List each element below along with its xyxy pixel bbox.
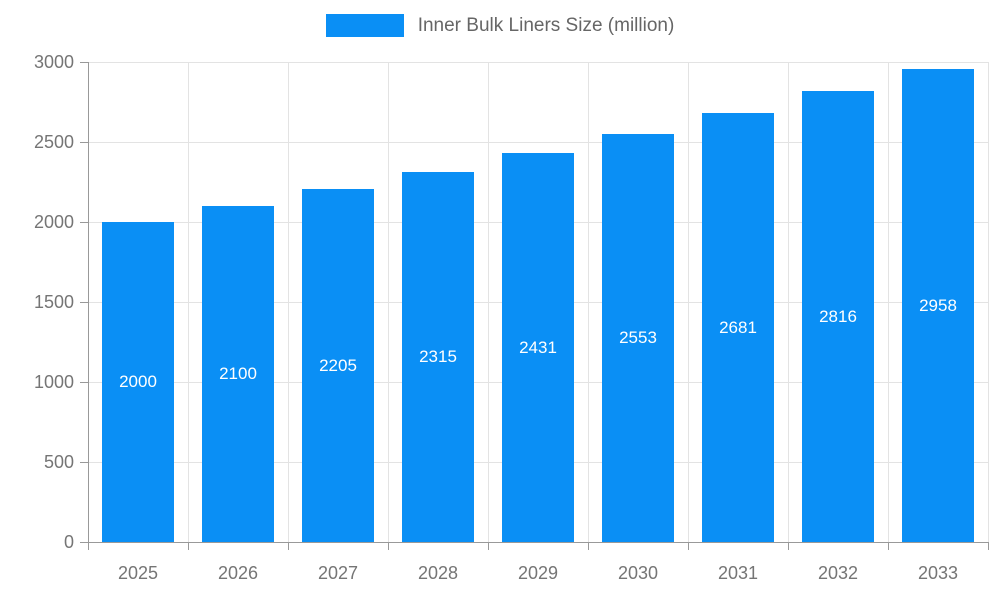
bar-value-label: 2816 [819,307,857,326]
bar: 2000 [102,222,174,542]
y-tick-mark [80,382,88,383]
y-tick-label: 1500 [33,292,74,312]
bar: 2681 [702,113,774,542]
y-gridline [88,542,988,543]
x-gridline [688,62,689,542]
x-tick-mark [988,542,989,550]
y-tick-label: 1000 [33,372,74,392]
y-tick-mark [80,142,88,143]
x-tick-label: 2032 [817,563,859,583]
y-tick-mark [80,542,88,543]
bar: 2553 [602,134,674,542]
legend-swatch-icon [325,14,404,37]
chart-legend[interactable]: Inner Bulk Liners Size (million) [0,14,1000,37]
y-gridline [88,142,988,143]
bar: 2315 [402,172,474,542]
y-tick-label: 2000 [33,212,74,232]
bar-value-label: 2205 [319,356,357,375]
bar-value-label: 2681 [719,318,757,337]
y-tick-label: 500 [43,452,74,472]
bar-value-label: 2553 [619,328,657,347]
x-tick-mark [588,542,589,550]
x-gridline [588,62,589,542]
y-tick-mark [80,222,88,223]
x-tick-label: 2030 [617,563,659,583]
x-tick-label: 2027 [317,563,359,583]
bar-value-label: 2000 [119,372,157,391]
x-gridline [188,62,189,542]
bar-value-label: 2431 [519,338,557,357]
x-tick-mark [88,542,89,550]
x-tick-mark [488,542,489,550]
legend-label: Inner Bulk Liners Size (million) [417,15,675,36]
x-gridline [288,62,289,542]
x-tick-label: 2025 [117,563,159,583]
x-tick-mark [788,542,789,550]
x-tick-label: 2033 [917,563,959,583]
bar-value-label: 2958 [919,296,957,315]
x-tick-label: 2029 [517,563,559,583]
bar: 2205 [302,189,374,542]
x-tick-mark [388,542,389,550]
y-tick-label: 3000 [33,52,74,72]
y-tick-mark [80,462,88,463]
x-tick-mark [888,542,889,550]
bar-value-label: 2315 [419,347,457,366]
y-gridline [88,62,988,63]
x-gridline [388,62,389,542]
y-tick-mark [80,302,88,303]
x-tick-mark [288,542,289,550]
x-tick-mark [188,542,189,550]
x-gridline [788,62,789,542]
x-tick-label: 2031 [717,563,759,583]
y-axis-line [88,62,89,542]
y-tick-mark [80,62,88,63]
y-tick-label: 2500 [33,132,74,152]
x-gridline [488,62,489,542]
y-tick-label: 0 [63,532,74,552]
x-tick-mark [688,542,689,550]
x-gridline [888,62,889,542]
bar: 2958 [902,69,974,542]
bar: 2816 [802,91,874,542]
bar-value-label: 2100 [219,364,257,383]
bar: 2431 [502,153,574,542]
x-tick-label: 2028 [417,563,459,583]
x-gridline [988,62,989,542]
x-tick-label: 2026 [217,563,259,583]
bar: 2100 [202,206,274,542]
